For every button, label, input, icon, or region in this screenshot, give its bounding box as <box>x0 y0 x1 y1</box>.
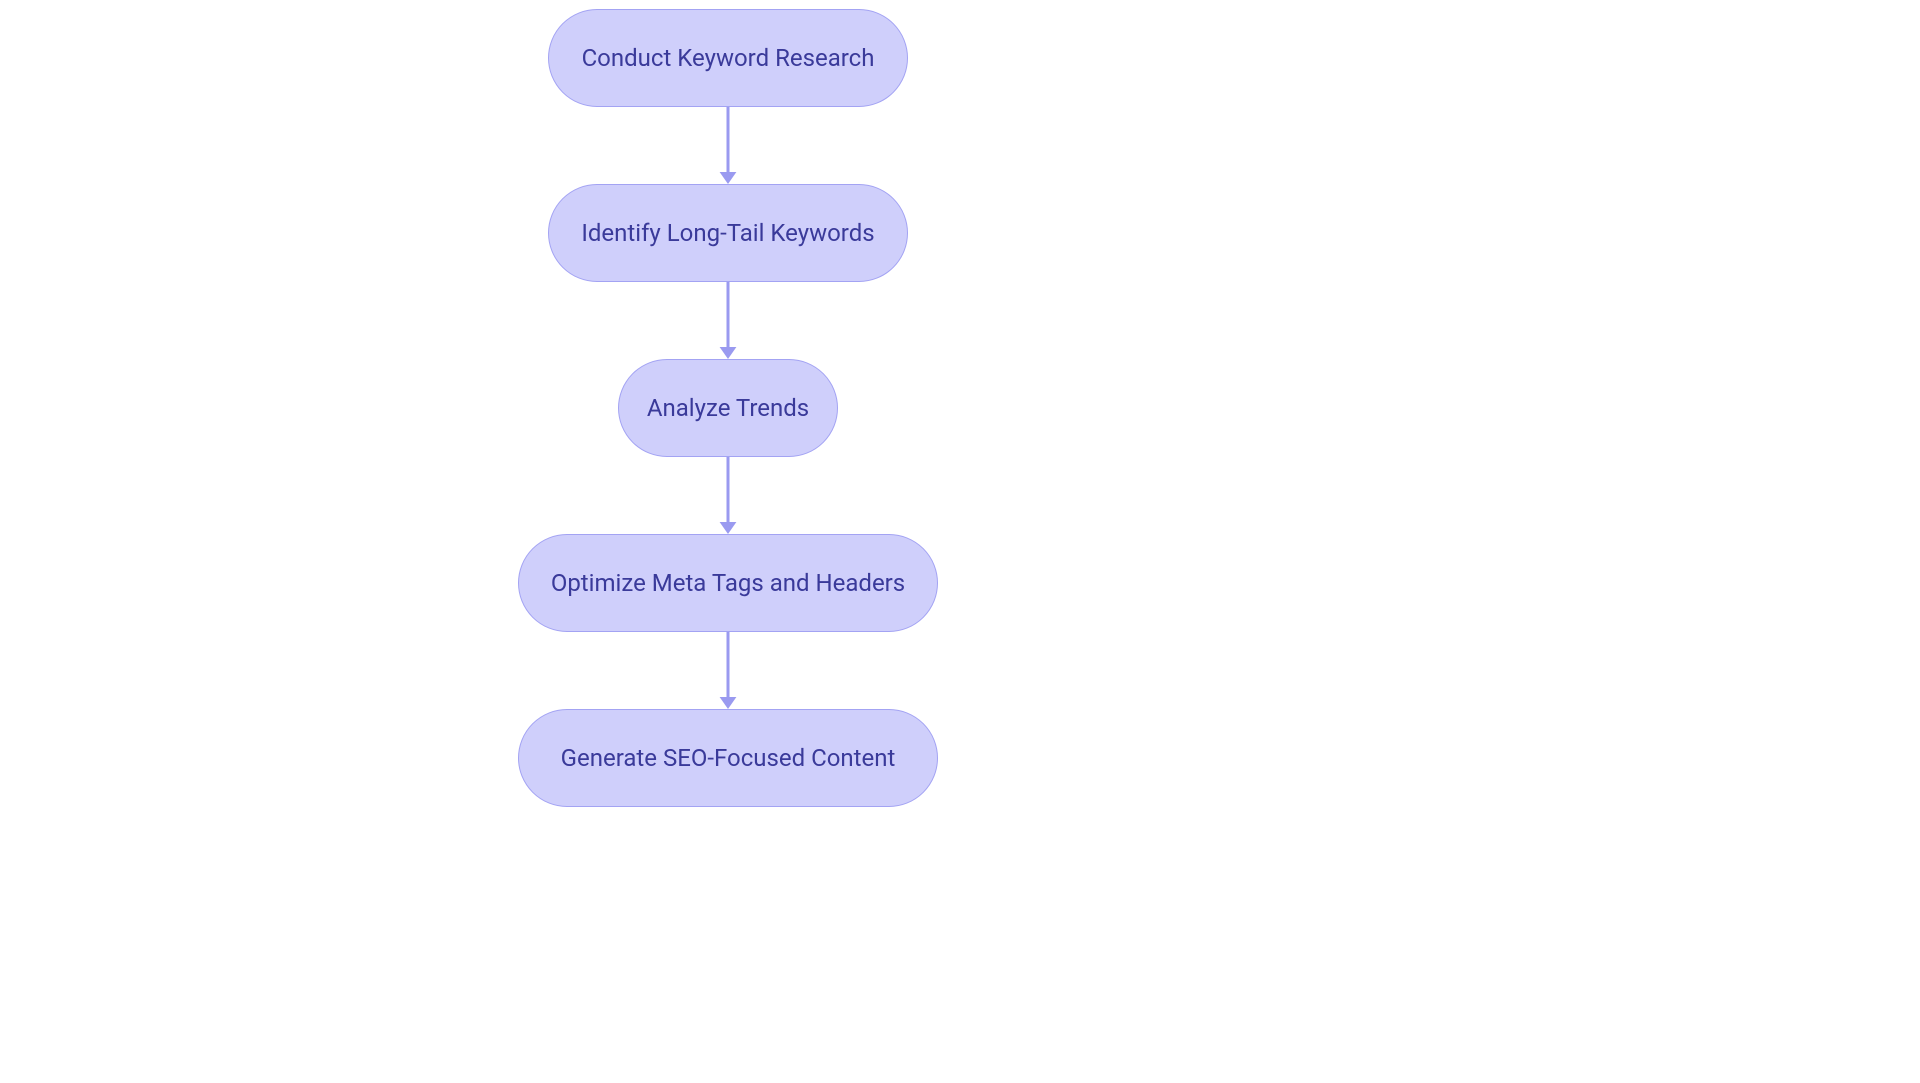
flow-arrow <box>708 282 748 359</box>
flow-node: Analyze Trends <box>618 359 838 457</box>
flow-node-label: Generate SEO-Focused Content <box>561 744 896 772</box>
flow-arrow <box>708 632 748 709</box>
flow-node-label: Optimize Meta Tags and Headers <box>551 569 905 597</box>
flow-arrow <box>708 107 748 184</box>
flow-arrow <box>708 457 748 534</box>
flow-node-label: Analyze Trends <box>647 394 809 422</box>
flowchart-canvas: Conduct Keyword Research Identify Long-Ta… <box>0 0 1920 1083</box>
flow-node: Identify Long-Tail Keywords <box>548 184 908 282</box>
flow-node-label: Conduct Keyword Research <box>582 44 875 72</box>
flow-node: Generate SEO-Focused Content <box>518 709 938 807</box>
flow-node: Conduct Keyword Research <box>548 9 908 107</box>
flow-node-label: Identify Long-Tail Keywords <box>581 219 874 247</box>
flow-node: Optimize Meta Tags and Headers <box>518 534 938 632</box>
